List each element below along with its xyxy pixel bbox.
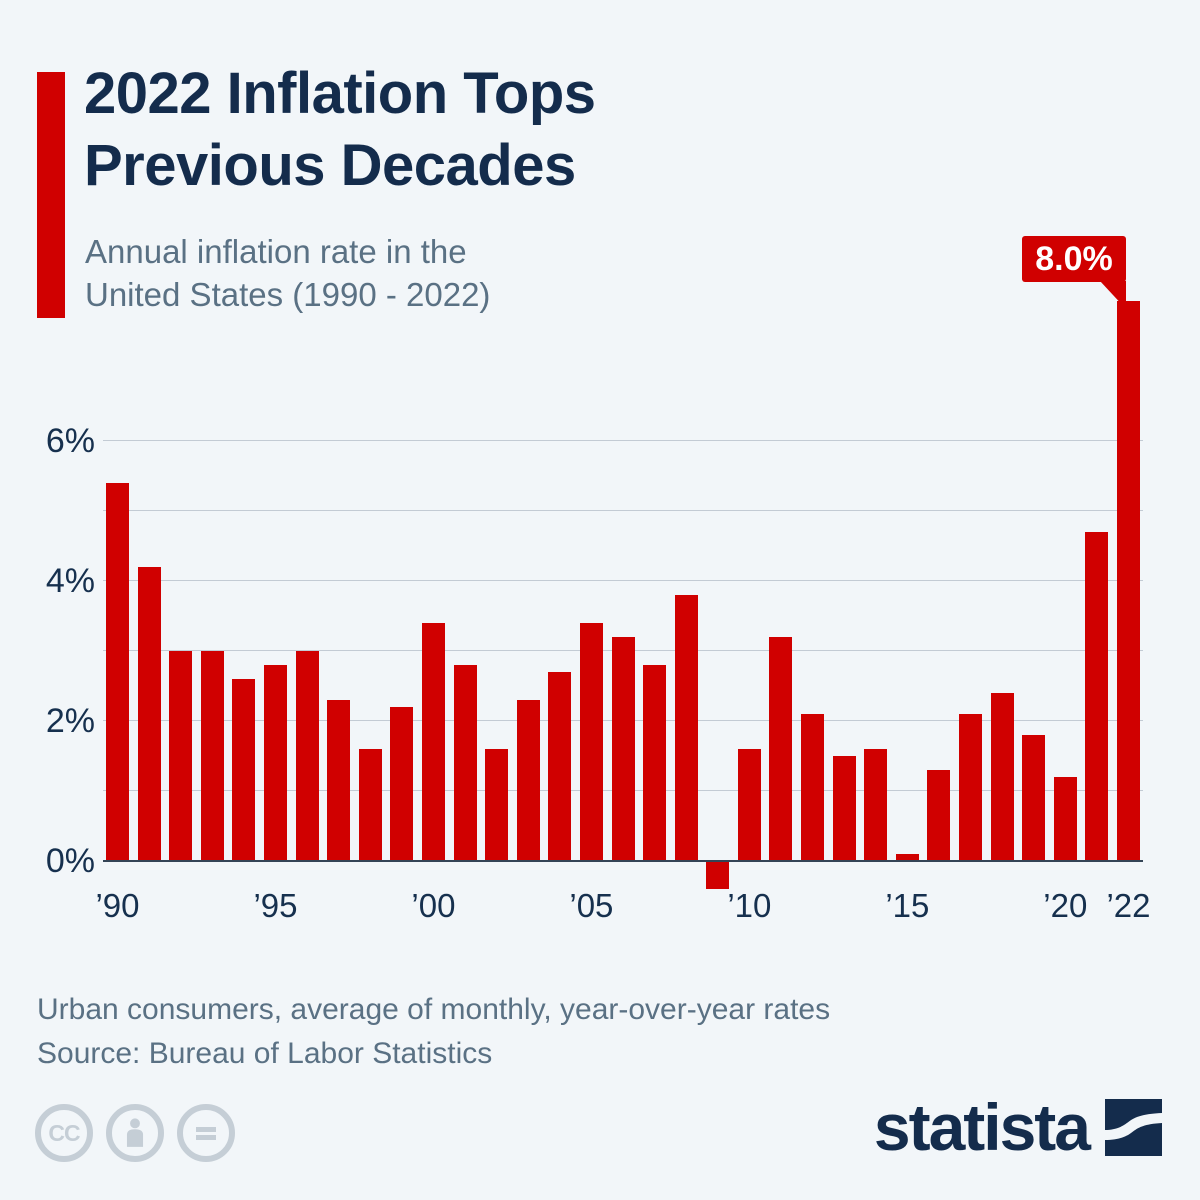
x-tick-2022: ’22	[1106, 887, 1151, 924]
bar-1992	[169, 651, 193, 861]
bar-2002	[485, 749, 509, 861]
bar-1997	[327, 700, 351, 861]
gridline-6pct	[103, 440, 1143, 441]
bar-2010	[737, 749, 761, 861]
cc-icon-label: CC	[48, 1119, 80, 1146]
statista-logo: statista	[873, 1090, 1162, 1164]
bar-1993	[200, 651, 224, 861]
x-tick-2015: ’15	[885, 887, 930, 924]
license-badges: CC	[35, 1104, 235, 1162]
person-glyph	[126, 1118, 144, 1147]
bar-1998	[358, 749, 382, 861]
x-tick-1995: ’95	[253, 887, 298, 924]
bar-2019	[1022, 735, 1046, 861]
plot-area	[103, 295, 1143, 889]
x-axis-line	[103, 860, 1143, 862]
chart-subtitle: Annual inflation rate in the United Stat…	[85, 231, 490, 317]
bar-2012	[801, 714, 825, 861]
bar-1994	[232, 679, 256, 861]
title-accent-bar	[37, 72, 65, 318]
bar-2022	[1117, 301, 1140, 861]
bar-2018	[990, 693, 1014, 861]
page-title: 2022 Inflation Tops Previous Decades	[84, 58, 596, 202]
bar-2013	[832, 756, 856, 861]
x-tick-2010: ’10	[727, 887, 772, 924]
x-tick-2005: ’05	[569, 887, 614, 924]
footnote-note: Urban consumers, average of monthly, yea…	[37, 993, 831, 1026]
bar-2007	[643, 665, 667, 861]
y-tick-4: 4%	[45, 562, 95, 600]
title-line-1: 2022 Inflation Tops	[84, 61, 596, 126]
cc-icon: CC	[35, 1104, 93, 1162]
bar-2000	[421, 623, 445, 861]
bar-1995	[263, 665, 287, 861]
callout-pointer-icon	[1100, 281, 1126, 309]
bar-2004	[548, 672, 572, 861]
bar-2017	[959, 714, 983, 861]
bar-2020	[1053, 777, 1077, 861]
bar-1999	[390, 707, 414, 861]
bar-2005	[579, 623, 603, 861]
footnote: Urban consumers, average of monthly, yea…	[37, 988, 830, 1076]
gridline-4pct	[103, 580, 1143, 581]
x-tick-1990: ’90	[95, 887, 140, 924]
gridline-5pct	[103, 510, 1143, 511]
bar-1996	[295, 651, 319, 861]
bar-2006	[611, 637, 635, 861]
equals-glyph	[196, 1127, 216, 1140]
bar-2015	[895, 854, 919, 861]
attribution-person-icon	[106, 1104, 164, 1162]
bar-2014	[864, 749, 888, 861]
bar-2001	[453, 665, 477, 861]
statista-logo-text: statista	[873, 1090, 1091, 1164]
y-tick-2: 2%	[45, 702, 95, 740]
title-line-2: Previous Decades	[84, 132, 576, 198]
bar-2008	[674, 595, 698, 861]
y-tick-0: 0%	[45, 842, 95, 880]
subtitle-line-1: Annual inflation rate in the	[85, 233, 467, 270]
y-tick-6: 6%	[45, 422, 95, 460]
statista-logo-icon	[1105, 1098, 1162, 1156]
bar-2021	[1085, 532, 1109, 861]
bar-2016	[927, 770, 951, 861]
bar-2011	[769, 637, 793, 861]
x-tick-2000: ’00	[411, 887, 456, 924]
equals-icon	[177, 1104, 235, 1162]
bar-1991	[137, 567, 161, 861]
bar-2009	[706, 861, 730, 889]
x-tick-2020: ’20	[1043, 887, 1088, 924]
footnote-source: Source: Bureau of Labor Statistics	[37, 1037, 493, 1070]
subtitle-line-2: United States (1990 - 2022)	[85, 275, 491, 313]
bar-2003	[516, 700, 540, 861]
peak-value-callout: 8.0%	[1022, 236, 1126, 282]
bar-1990	[106, 483, 129, 861]
